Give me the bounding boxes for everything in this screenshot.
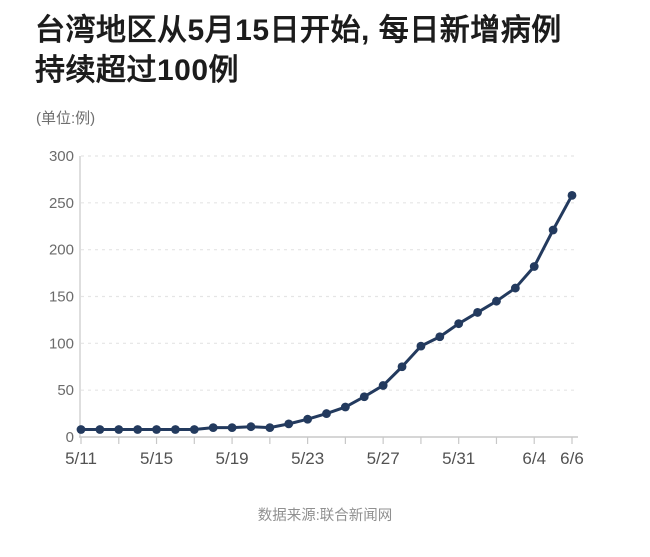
data-point-5-27 (378, 381, 388, 390)
data-point-6-6 (567, 190, 577, 200)
x-tick-label-5-11: 5/11 (65, 449, 97, 468)
data-point-5-24 (322, 409, 331, 418)
data-point-5-29 (416, 341, 426, 351)
x-tick-label-5-27: 5/27 (367, 449, 400, 468)
line-chart-svg: 0 50 100 150 200 250 300 5/11 5/15 5/19 5/23 5/27 5/… (49, 148, 584, 468)
data-point-6-2 (492, 296, 501, 306)
data-point-5-30 (435, 332, 445, 342)
x-tick-label-5-19: 5/19 (216, 449, 249, 468)
data-line (79, 193, 574, 432)
title-line-1: 台湾地区从5月15日开始, 每日新增病例 (35, 14, 562, 47)
title-line-2: 持续超过100例 (35, 54, 240, 87)
x-tick-label-5-31: 5/31 (442, 449, 475, 468)
data-point-5-28 (397, 362, 407, 372)
data-point-5-21 (265, 423, 275, 433)
y-tick-label-0: 0 (66, 429, 74, 446)
data-point-5-23 (303, 414, 313, 424)
data-point-5-31 (454, 319, 464, 329)
data-point-5-26 (359, 392, 369, 402)
y-tick-label-250: 250 (49, 195, 74, 212)
data-point-5-15 (152, 425, 161, 434)
x-tick-label-6-6: 6/6 (560, 449, 584, 468)
data-point-5-13 (114, 425, 124, 434)
data-point-5-17 (189, 425, 199, 434)
data-point-5-22 (284, 419, 294, 429)
data-point-5-25 (340, 402, 350, 412)
y-tick-label-50: 50 (57, 382, 74, 399)
data-point-6-4 (529, 262, 539, 271)
page-title: 台湾地区从5月15日开始, 每日新增病例 持续超过100例 (35, 11, 562, 91)
data-point-5-16 (171, 425, 180, 434)
x-tick-label-5-23: 5/23 (291, 449, 324, 468)
data-point-5-12 (95, 425, 105, 434)
x-tick-label-6-4: 6/4 (522, 449, 546, 468)
data-point-5-19 (227, 423, 237, 433)
y-tick-label-200: 200 (49, 242, 74, 259)
data-source: 数据来源:联合新闻网 (257, 508, 393, 524)
x-tick-label-5-15: 5/15 (140, 449, 173, 468)
data-point-6-5 (548, 225, 558, 235)
data-point-5-18 (208, 423, 218, 433)
data-point-5-11 (76, 425, 86, 434)
y-tick-label-150: 150 (49, 289, 74, 306)
data-point-6-1 (473, 308, 482, 317)
unit-label: (单位:例) (36, 110, 96, 127)
data-point-5-14 (133, 425, 143, 434)
line-chart: 0 50 100 150 200 250 300 5/11 5/15 5/19 5/23 5/27 5/… (0, 140, 650, 485)
data-point-5-20 (246, 422, 256, 432)
y-tick-label-300: 300 (49, 148, 74, 165)
data-point-6-3 (510, 283, 520, 293)
y-tick-label-100: 100 (49, 335, 74, 352)
